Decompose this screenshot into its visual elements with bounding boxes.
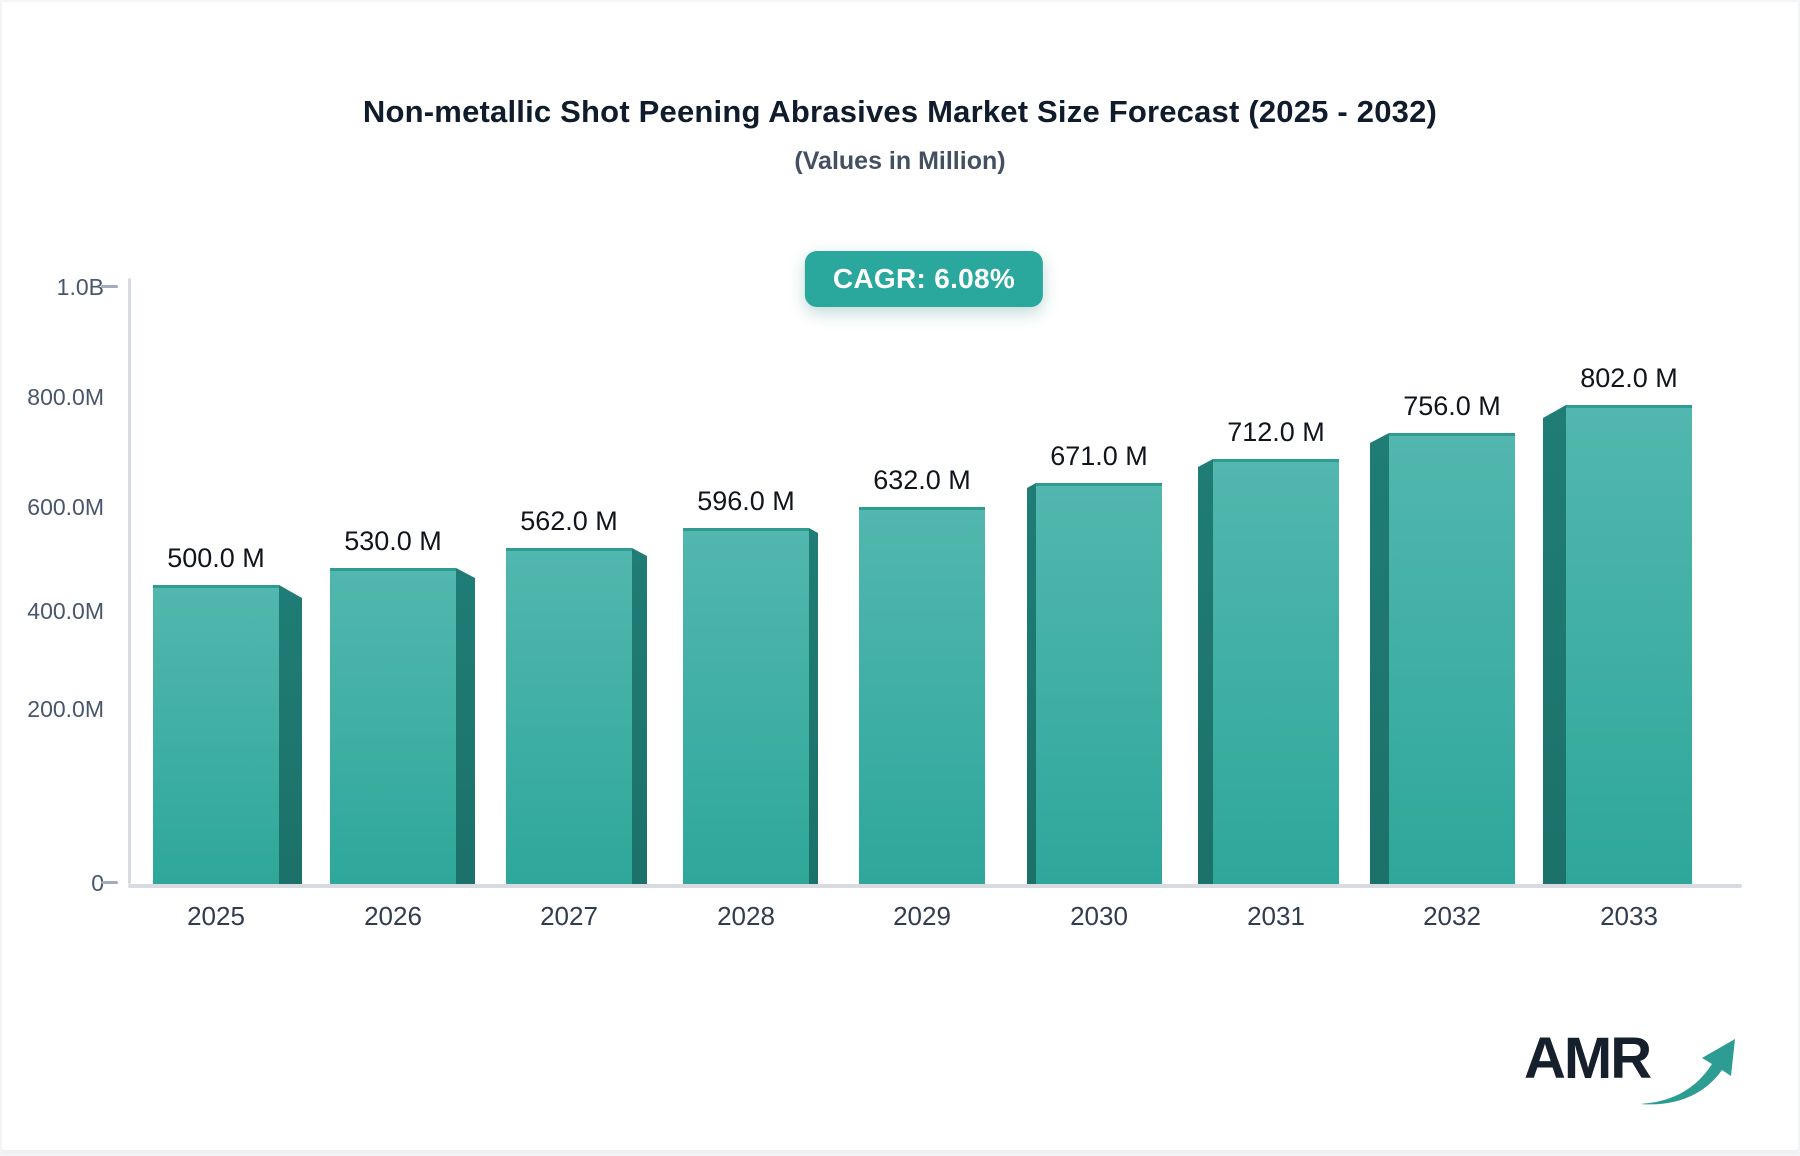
amr-logo-text: AMR [1524, 1026, 1652, 1091]
bar-2032[interactable] [1389, 433, 1515, 884]
bar-value-label: 756.0 M [1403, 391, 1501, 421]
bar-2027[interactable] [506, 548, 632, 884]
chart-subtitle: (Values in Million) [794, 147, 1006, 175]
y-tick-label: 400.0M [27, 598, 104, 624]
x-tick-label: 2032 [1423, 901, 1481, 931]
x-tick-label: 2027 [540, 901, 598, 931]
bar-side-face [809, 528, 818, 884]
bar-value-label: 530.0 M [344, 526, 442, 556]
bar-side-face [279, 585, 302, 884]
bar-2030[interactable] [1036, 483, 1162, 884]
x-tick-label: 2029 [893, 901, 951, 931]
trend-up-arrow-icon [1640, 1039, 1736, 1105]
amr-logo: AMR [1524, 1030, 1740, 1110]
bar-side-face [1543, 405, 1566, 884]
bar-value-label: 671.0 M [1050, 441, 1148, 471]
x-tick-label: 2031 [1247, 901, 1305, 931]
x-tick-label: 2025 [187, 901, 245, 931]
x-tick-label: 2030 [1070, 901, 1128, 931]
bar-value-label: 712.0 M [1227, 417, 1325, 447]
bar-value-label: 632.0 M [873, 465, 971, 495]
x-tick-label: 2028 [717, 901, 775, 931]
bar-2029[interactable] [859, 507, 985, 884]
x-tick-label: 2033 [1600, 901, 1658, 931]
y-tick-mark [101, 881, 118, 884]
bar-2031[interactable] [1213, 459, 1339, 884]
y-axis-line [128, 278, 131, 884]
y-tick-label: 0 [91, 870, 104, 896]
bar-value-label: 596.0 M [697, 486, 795, 516]
bar-2033[interactable] [1566, 405, 1692, 884]
bar-2026[interactable] [330, 568, 456, 884]
y-tick-mark [101, 285, 118, 288]
cagr-badge: CAGR: 6.08% [804, 251, 1044, 307]
bar-side-face [1027, 483, 1036, 884]
y-tick-label: 600.0M [27, 494, 104, 520]
y-tick-label: 1.0B [56, 274, 104, 300]
y-tick-label: 200.0M [27, 696, 104, 722]
bar-value-label: 802.0 M [1580, 363, 1678, 393]
bar-value-label: 562.0 M [520, 506, 618, 536]
bar-2028[interactable] [683, 528, 809, 884]
bar-side-face [632, 548, 647, 884]
bar-2025[interactable] [153, 585, 279, 884]
y-tick-label: 800.0M [27, 384, 104, 410]
page-title: Non-metallic Shot Peening Abrasives Mark… [362, 94, 1438, 129]
bar-value-label: 500.0 M [167, 543, 265, 573]
bar-side-face [1370, 433, 1389, 884]
bar-side-face [1198, 459, 1213, 884]
x-tick-label: 2026 [364, 901, 422, 931]
bar-side-face [456, 568, 475, 884]
x-axis-line [128, 884, 1742, 888]
